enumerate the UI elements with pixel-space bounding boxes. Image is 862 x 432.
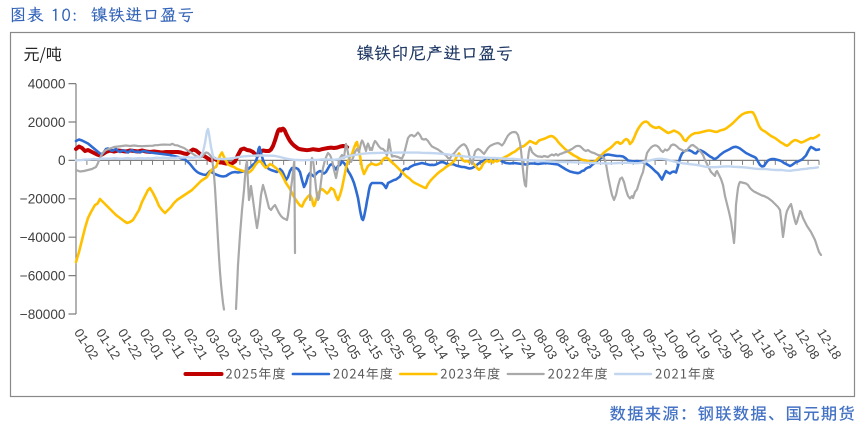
svg-text:0: 0: [58, 153, 66, 168]
svg-text:40000: 40000: [28, 76, 66, 91]
svg-text:20000: 20000: [28, 115, 66, 130]
svg-text:−60000: −60000: [20, 268, 66, 283]
svg-text:−20000: −20000: [20, 192, 66, 207]
svg-text:−40000: −40000: [20, 230, 66, 245]
svg-text:−80000: −80000: [20, 307, 66, 322]
